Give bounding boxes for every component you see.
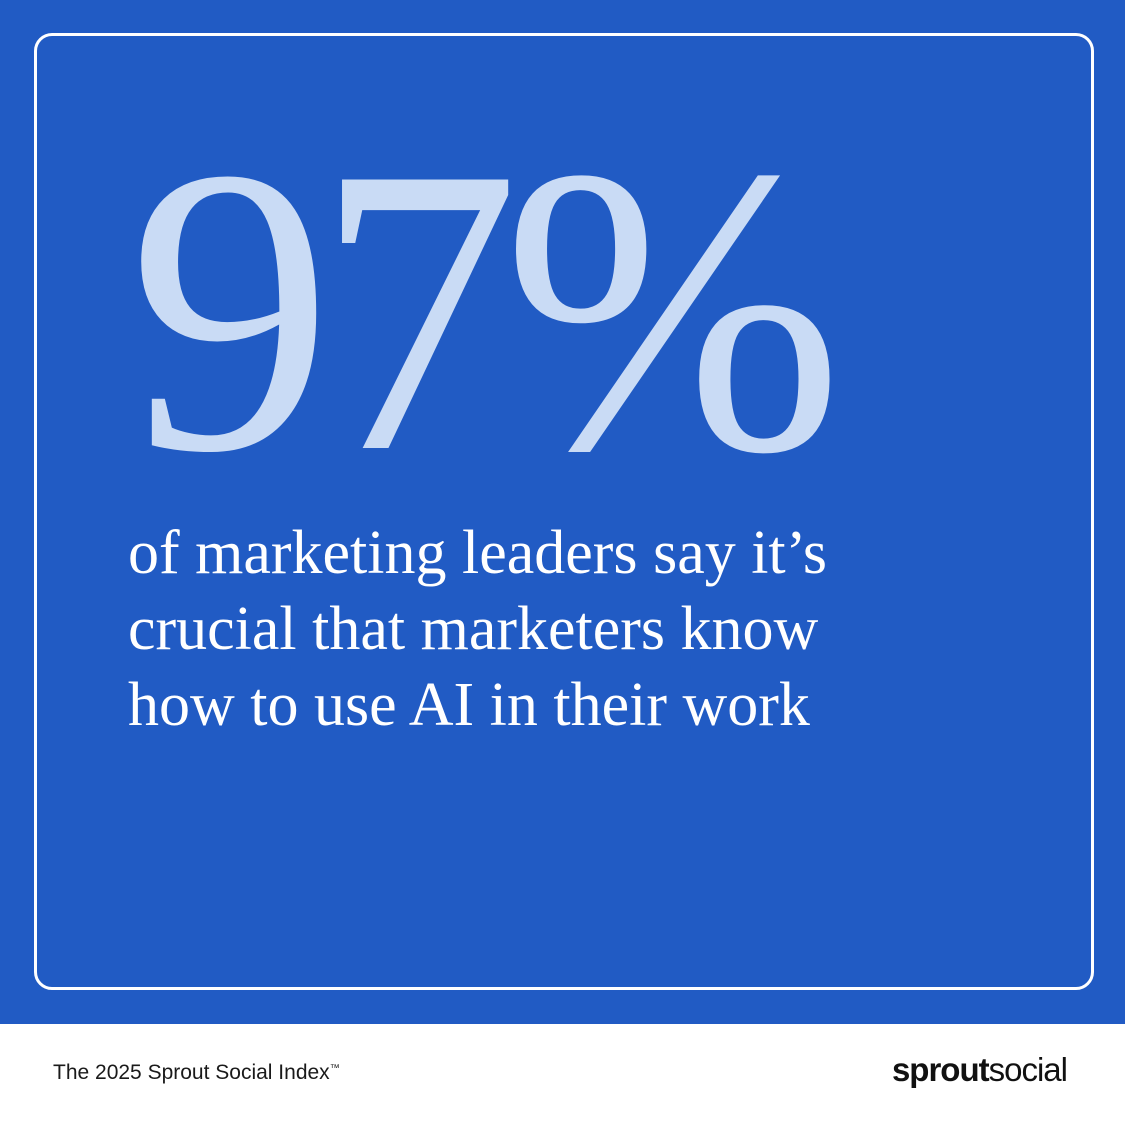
- trademark: ™: [329, 1063, 340, 1074]
- stat-card: 97% of marketing leaders say it’s crucia…: [0, 0, 1125, 1024]
- logo-bold: sprout: [891, 1051, 990, 1088]
- logo-light: social: [988, 1051, 1068, 1088]
- sprout-social-logo: sproutsocial: [891, 1050, 1068, 1090]
- stat-statement: of marketing leaders say it’s crucial th…: [128, 515, 827, 743]
- source-text: The 2025 Sprout Social Index: [53, 1061, 330, 1084]
- footer: The 2025 Sprout Social Index™ sproutsoci…: [0, 1024, 1125, 1125]
- statement-line: crucial that marketers know: [128, 595, 819, 663]
- card-border: [34, 33, 1094, 990]
- source-label: The 2025 Sprout Social Index™: [53, 1060, 340, 1086]
- stat-value: 97%: [128, 83, 844, 537]
- statement-line: how to use AI in their work: [128, 671, 810, 739]
- statement-line: of marketing leaders say it’s: [128, 519, 828, 587]
